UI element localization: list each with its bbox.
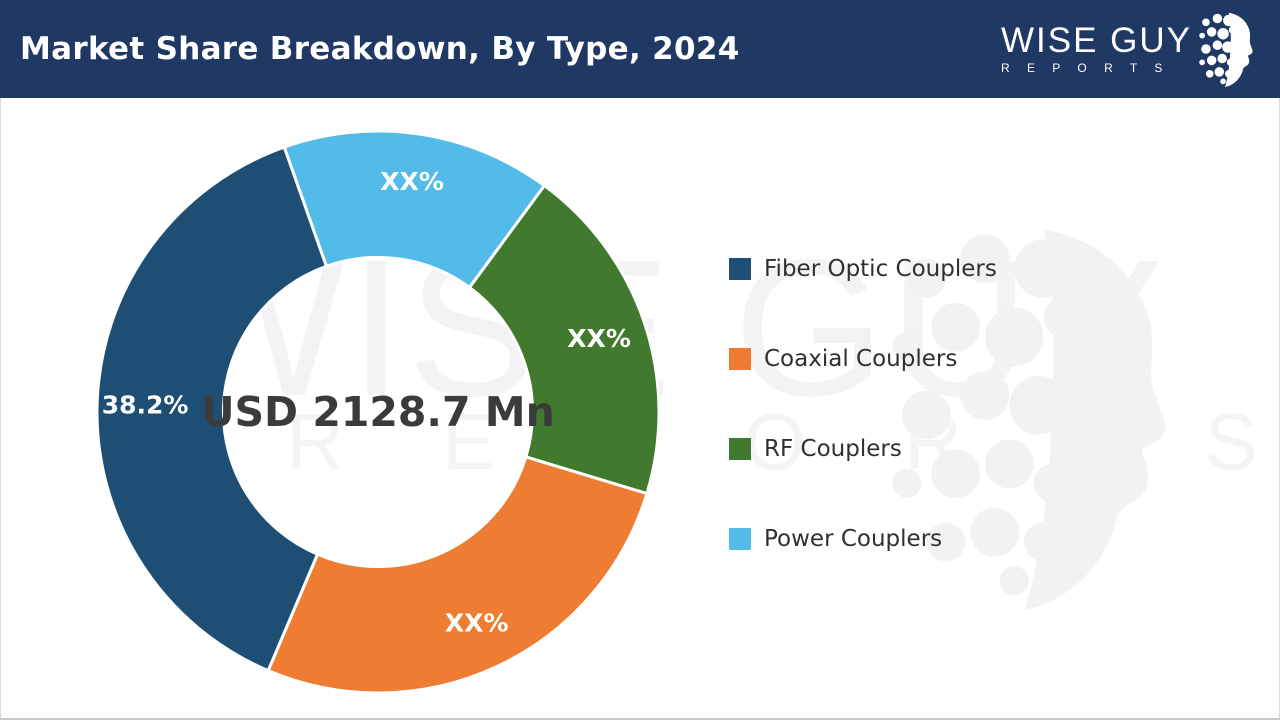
watermark-head-icon	[892, 229, 1166, 611]
logo-head-icon	[1199, 12, 1253, 88]
logo-text: WISE GUY R E P O R T S	[1000, 20, 1192, 76]
legend-swatch	[729, 348, 751, 370]
legend-item-fiber-optic-couplers: Fiber Optic Couplers	[729, 254, 997, 284]
slice-label-coaxial-couplers: XX%	[445, 609, 509, 638]
legend-label: Fiber Optic Couplers	[764, 256, 997, 282]
chart-area: WISE GUY R E P O R T S 38.2% XX% XX% XX% US…	[0, 98, 1280, 720]
pie-slice-power-couplers	[282, 129, 547, 290]
pie-slice-fiber-optic-couplers	[95, 145, 329, 673]
pie-slice-rf-couplers	[467, 183, 661, 496]
slice-label-rf-couplers: XX%	[567, 324, 631, 353]
logo-subtitle: R E P O R T S	[1000, 61, 1170, 76]
slice-label-fiber-optic-couplers: 38.2%	[102, 390, 189, 419]
wise-guy-logo: WISE GUY R E P O R T S	[1001, 9, 1254, 89]
legend-item-rf-couplers: RF Couplers	[729, 434, 997, 464]
legend-item-coaxial-couplers: Coaxial Couplers	[729, 344, 997, 374]
donut-chart: 38.2% XX% XX% XX%	[95, 129, 661, 695]
legend-label: Power Couplers	[764, 526, 943, 552]
legend-label: Coaxial Couplers	[764, 346, 958, 372]
legend-swatch	[729, 258, 751, 280]
chart-legend: Fiber Optic Couplers Coaxial Couplers RF…	[729, 254, 997, 554]
legend-swatch	[729, 528, 751, 550]
pie-slice-coaxial-couplers	[266, 455, 649, 695]
legend-swatch	[729, 438, 751, 460]
slice-label-power-couplers: XX%	[380, 167, 444, 196]
header-bar: Market Share Breakdown, By Type, 2024 WI…	[0, 0, 1280, 98]
legend-item-power-couplers: Power Couplers	[729, 524, 997, 554]
logo-wordmark: WISE GUY	[1000, 20, 1192, 60]
page-title: Market Share Breakdown, By Type, 2024	[20, 31, 740, 67]
legend-label: RF Couplers	[764, 436, 902, 462]
donut-center-value: USD 2128.7 Mn	[201, 388, 555, 436]
